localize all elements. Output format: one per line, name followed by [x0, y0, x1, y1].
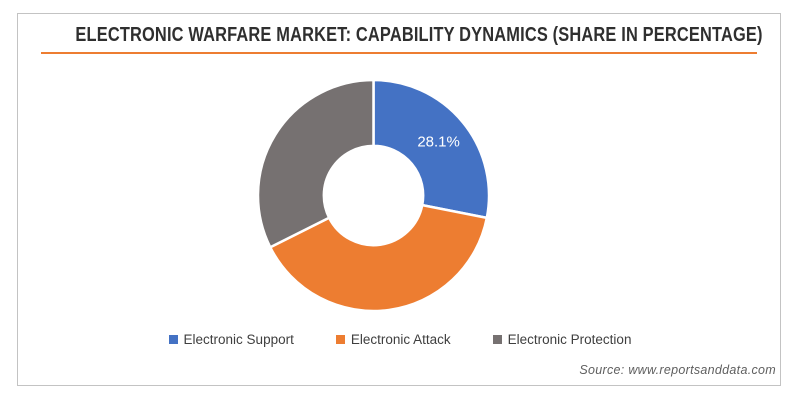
legend-label: Electronic Attack	[350, 332, 451, 347]
legend-label: Electronic Protection	[507, 332, 632, 347]
chart-title: ELECTRONIC WARFARE MARKET: CAPABILITY DY…	[0, 23, 800, 49]
chart-title-text: ELECTRONIC WARFARE MARKET: CAPABILITY DY…	[75, 24, 763, 46]
legend-label: Electronic Support	[183, 332, 294, 347]
donut-segment-electronic-attack	[269, 203, 489, 313]
legend-item-electronic-support: Electronic Support	[168, 332, 294, 347]
legend-swatch-icon	[335, 335, 345, 344]
chart-legend: Electronic Support Electronic Attack Elect…	[0, 332, 800, 347]
chart-border-frame	[17, 13, 781, 386]
legend-swatch-icon	[492, 335, 502, 344]
donut-segment-electronic-support	[372, 78, 491, 220]
donut-segment-electronic-protection	[256, 78, 375, 249]
legend-item-electronic-protection: Electronic Protection	[492, 332, 632, 347]
data-label-electronic-support: 28.1%	[417, 134, 460, 151]
title-underline-rule	[41, 52, 757, 54]
source-attribution: Source: www.reportsanddata.com	[579, 363, 776, 377]
legend-item-electronic-attack: Electronic Attack	[335, 332, 451, 347]
legend-swatch-icon	[168, 335, 178, 344]
